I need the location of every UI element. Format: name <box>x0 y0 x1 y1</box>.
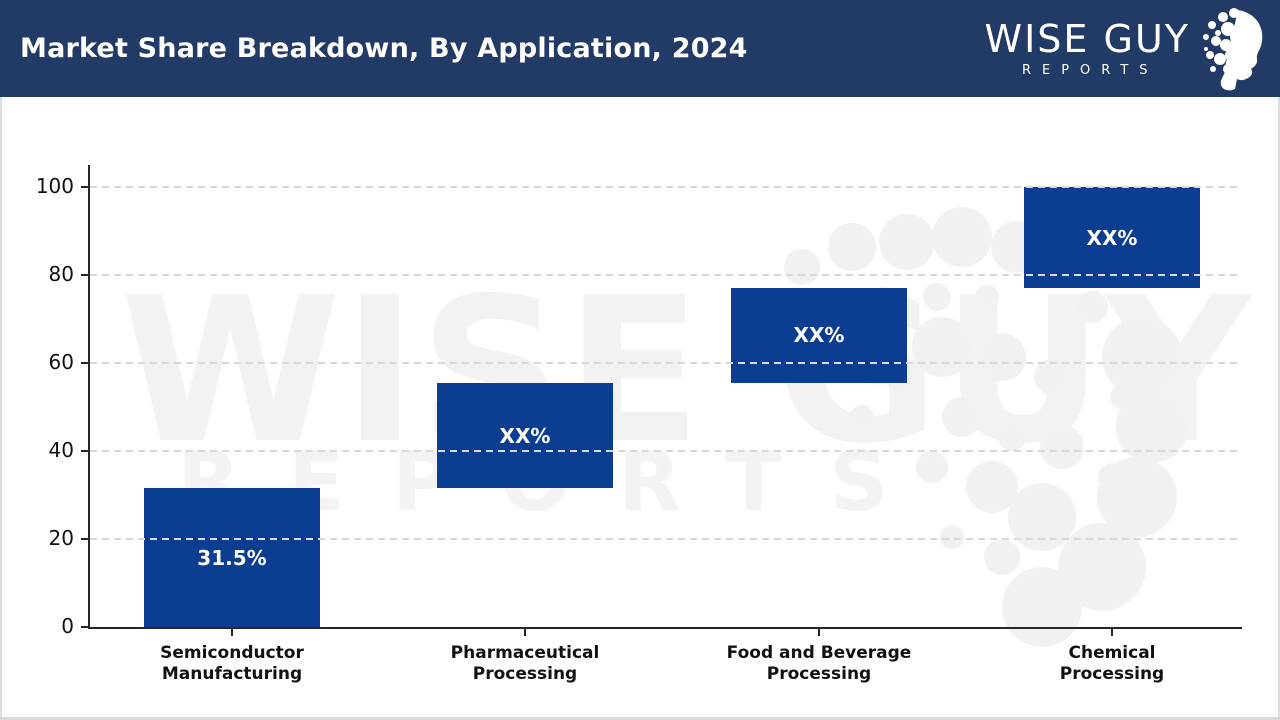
bar-3: XX% <box>1024 187 1200 289</box>
bar-2: XX% <box>731 288 907 383</box>
gridline-40 <box>90 450 1242 452</box>
y-tick-mark <box>81 274 88 276</box>
y-tick-label: 20 <box>48 526 74 550</box>
gridline-60 <box>90 362 1242 364</box>
x-tick-mark <box>1111 629 1113 636</box>
y-tick-mark <box>81 626 88 628</box>
bar-value-label: 31.5% <box>197 545 267 570</box>
y-tick-label: 100 <box>35 174 74 198</box>
bar-0: 31.5% <box>144 488 320 627</box>
y-tick-label: 80 <box>48 262 74 286</box>
y-tick-mark <box>81 450 88 452</box>
y-tick-mark <box>81 186 88 188</box>
y-tick-label: 40 <box>48 438 74 462</box>
wise-guy-face-icon <box>1203 7 1263 90</box>
bar-value-label: XX% <box>1086 225 1138 250</box>
chart-area: WISE GUY REPORTS 02040608010031.5%Semico… <box>0 97 1280 720</box>
gridline-20 <box>90 538 1242 540</box>
bar-1: XX% <box>437 382 613 489</box>
category-label-0: Semiconductor Manufacturing <box>160 643 304 684</box>
logo-subtitle: REPORTS <box>1021 62 1159 78</box>
gridline-80 <box>90 274 1242 276</box>
y-tick-label: 60 <box>48 350 74 374</box>
gridline-100 <box>90 186 1242 188</box>
y-axis-line <box>88 165 90 629</box>
category-label-1: Pharmaceutical Processing <box>450 643 600 684</box>
page-title: Market Share Breakdown, By Application, … <box>20 33 748 64</box>
logo-title: WISE GUY <box>984 16 1190 61</box>
header: Market Share Breakdown, By Application, … <box>0 0 1280 97</box>
category-label-3: Chemical Processing <box>1059 643 1165 684</box>
x-axis-line <box>88 627 1242 629</box>
plot: 0 20 40 60 80 100 31.5% Semiconductor Manufactu… <box>2 97 1278 717</box>
x-tick-mark <box>818 629 820 636</box>
y-tick-mark <box>81 538 88 540</box>
x-tick-mark <box>524 629 526 636</box>
category-label-2: Food and Beverage Processing <box>726 643 912 684</box>
x-tick-mark <box>231 629 233 636</box>
logo-wordmark: WISE GUY REPORTS <box>985 20 1190 78</box>
bar-value-label: XX% <box>793 323 845 348</box>
bar-value-label: XX% <box>499 423 551 448</box>
y-tick-mark <box>81 362 88 364</box>
wise-guy-logo: WISE GUY REPORTS <box>985 7 1266 91</box>
y-tick-label: 0 <box>61 614 74 638</box>
